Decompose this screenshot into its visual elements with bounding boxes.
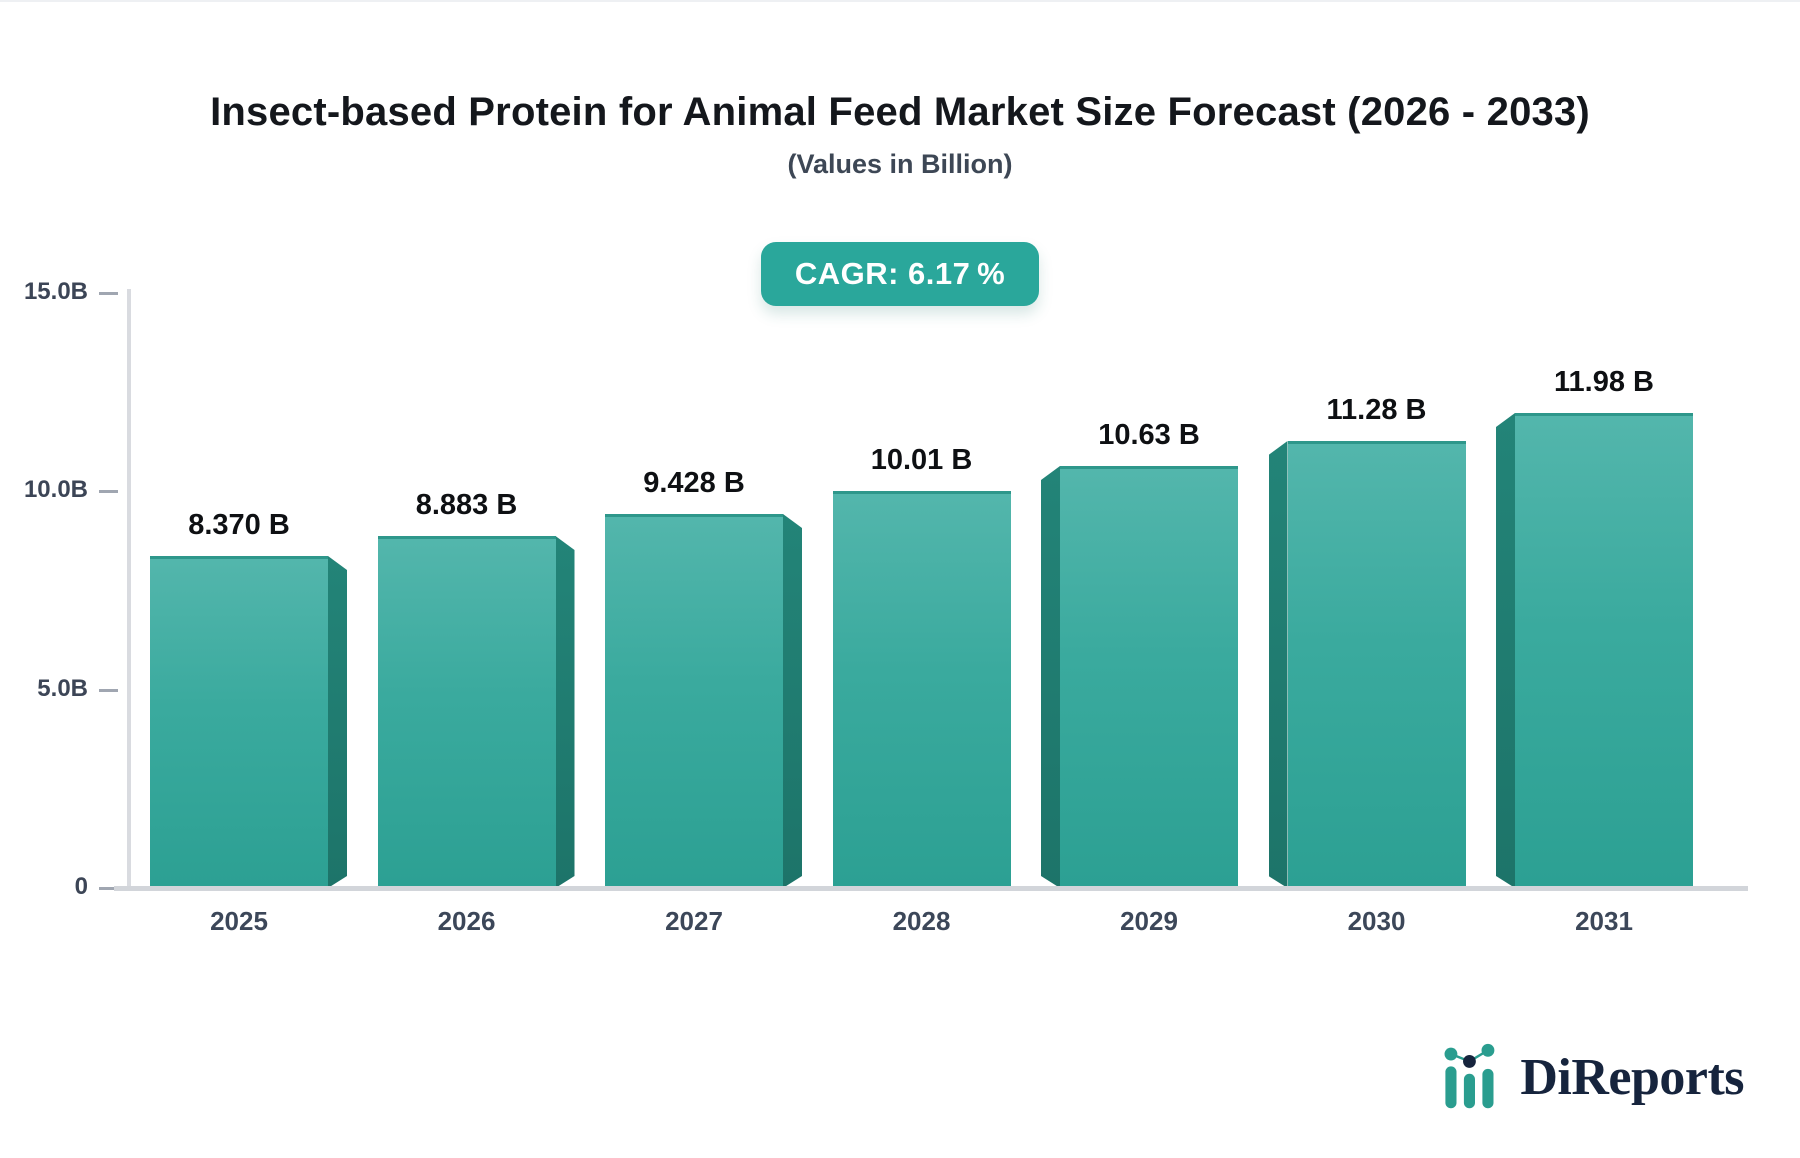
y-axis-tick-mark xyxy=(99,688,118,692)
y-axis-line xyxy=(127,289,131,890)
cagr-badge: CAGR: 6.17 % xyxy=(760,242,1040,306)
bar-3d-side-face xyxy=(556,536,575,888)
bar-3d-side-face xyxy=(783,514,802,888)
y-axis-tick-label: 10.0B xyxy=(23,476,88,504)
x-axis-label-2028: 2028 xyxy=(892,906,951,936)
bar-value-label: 11.28 B xyxy=(1326,394,1427,426)
bar-3d-side-face xyxy=(1269,441,1288,888)
x-axis-label-2027: 2027 xyxy=(665,906,723,936)
chart-subtitle: (Values in Billion) xyxy=(787,149,1013,179)
y-axis-tick-mark xyxy=(99,292,118,295)
direports-logo: DiReports xyxy=(1438,1039,1744,1116)
y-axis-tick-label: 0 xyxy=(74,873,88,900)
x-axis-label-2025: 2025 xyxy=(210,906,268,936)
x-axis-label-2031: 2031 xyxy=(1575,906,1633,936)
chart-title: Insect-based Protein for Animal Feed Mar… xyxy=(210,90,1590,134)
bar-2026 xyxy=(377,536,556,888)
bar-value-label: 10.01 B xyxy=(870,444,973,476)
y-axis-tick-label: 5.0B xyxy=(37,674,88,702)
bar-2028 xyxy=(832,491,1011,888)
bar-2025 xyxy=(150,556,328,888)
x-axis-label-2030: 2030 xyxy=(1347,906,1406,936)
bar-3d-side-face xyxy=(1496,413,1515,888)
bar-2027 xyxy=(605,514,783,888)
x-axis-baseline xyxy=(114,886,1748,891)
bar-value-label: 11.98 B xyxy=(1554,366,1654,398)
bar-value-label: 9.428 B xyxy=(643,467,745,499)
x-axis-label-2029: 2029 xyxy=(1120,906,1178,936)
y-axis-tick-label: 15.0B xyxy=(23,278,88,305)
bar-2030 xyxy=(1287,441,1466,888)
bar-2031 xyxy=(1515,413,1693,888)
chart-header: Insect-based Protein for Animal Feed Mar… xyxy=(30,2,1770,306)
logo-wordmark: DiReports xyxy=(1520,1049,1744,1106)
bar-2029 xyxy=(1060,466,1238,888)
bar-value-label: 8.883 B xyxy=(415,489,518,521)
bar-value-label: 8.370 B xyxy=(188,509,290,541)
y-axis-tick-mark xyxy=(99,490,118,494)
bar-3d-side-face xyxy=(1041,466,1060,888)
bar-3d-side-face xyxy=(328,556,347,888)
x-axis-label-2026: 2026 xyxy=(437,906,496,936)
y-axis-tick-mark xyxy=(99,887,118,890)
logo-bar-chart-icon xyxy=(1438,1039,1512,1116)
bar-value-label: 10.63 B xyxy=(1098,419,1200,451)
